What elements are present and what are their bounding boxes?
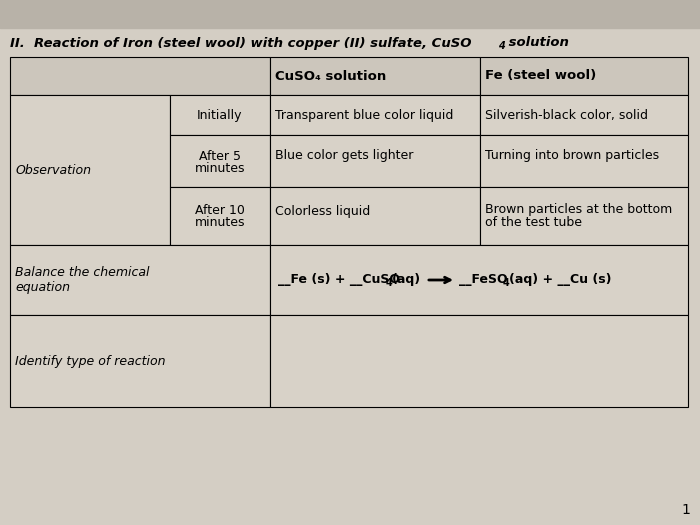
Text: II.  Reaction of Iron (steel wool) with copper (II) sulfate, CuSO: II. Reaction of Iron (steel wool) with c…	[10, 37, 472, 49]
Bar	[480, 187, 688, 245]
Text: minutes: minutes	[195, 216, 245, 229]
Text: 1: 1	[681, 503, 690, 517]
Bar	[10, 95, 170, 245]
Bar	[270, 135, 480, 187]
Bar	[480, 57, 688, 95]
Text: (aq) + __Cu (s): (aq) + __Cu (s)	[509, 274, 612, 287]
Text: Observation: Observation	[15, 163, 91, 176]
Text: Blue color gets lighter: Blue color gets lighter	[275, 150, 414, 163]
Text: Silverish-black color, solid: Silverish-black color, solid	[485, 109, 648, 121]
Bar	[270, 57, 480, 95]
Bar	[480, 95, 688, 135]
Text: Brown particles at the bottom: Brown particles at the bottom	[485, 203, 672, 215]
Text: 4: 4	[503, 278, 510, 288]
Text: minutes: minutes	[195, 162, 245, 174]
Bar	[270, 187, 480, 245]
Bar	[10, 315, 270, 407]
Text: Balance the chemical: Balance the chemical	[15, 267, 150, 279]
Text: __Fe (s) + __CuSO: __Fe (s) + __CuSO	[278, 274, 400, 287]
Bar	[170, 187, 270, 245]
Bar	[170, 135, 270, 187]
Text: solution: solution	[504, 37, 569, 49]
Text: Initially: Initially	[197, 109, 243, 121]
Text: Turning into brown particles: Turning into brown particles	[485, 150, 659, 163]
Text: Transparent blue color liquid: Transparent blue color liquid	[275, 109, 454, 121]
Text: (aq): (aq)	[392, 274, 421, 287]
Text: of the test tube: of the test tube	[485, 216, 582, 229]
Bar	[10, 57, 270, 95]
Text: After 10: After 10	[195, 205, 245, 217]
Bar	[0, 0, 700, 28]
Text: After 5: After 5	[199, 150, 241, 163]
Bar	[170, 95, 270, 135]
Text: Colorless liquid: Colorless liquid	[275, 205, 370, 217]
Text: CuSO₄ solution: CuSO₄ solution	[275, 69, 386, 82]
Text: Identify type of reaction: Identify type of reaction	[15, 354, 165, 367]
Bar	[270, 245, 688, 315]
Text: 4: 4	[498, 41, 505, 51]
Bar	[270, 95, 480, 135]
Bar	[480, 135, 688, 187]
Bar	[270, 315, 688, 407]
Text: Fe (steel wool): Fe (steel wool)	[485, 69, 596, 82]
Text: equation: equation	[15, 280, 70, 293]
Text: __FeSO: __FeSO	[459, 274, 508, 287]
Text: 4: 4	[386, 278, 393, 288]
Bar	[10, 245, 270, 315]
